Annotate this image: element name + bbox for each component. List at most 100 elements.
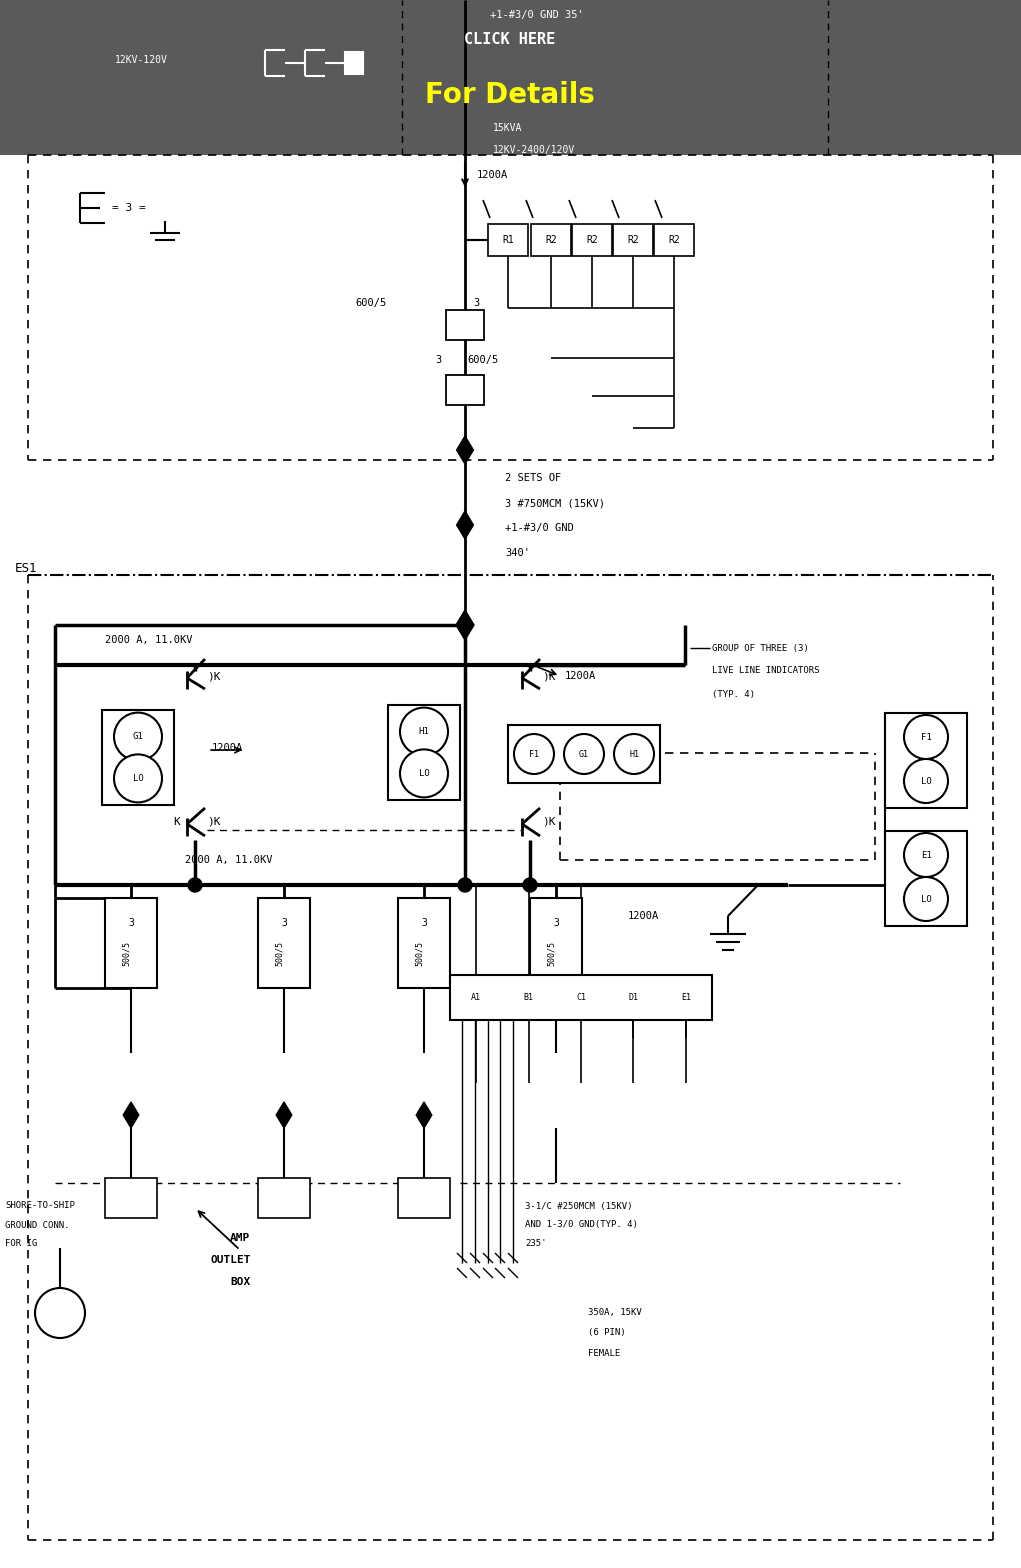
Circle shape: [614, 734, 654, 775]
Text: 15KVA: 15KVA: [493, 122, 523, 133]
Bar: [398, 1178, 450, 1218]
Text: CLICK HERE: CLICK HERE: [465, 33, 555, 47]
Text: H1: H1: [419, 728, 430, 735]
Text: +1-#3/0 GND: +1-#3/0 GND: [505, 524, 574, 533]
Text: G1: G1: [579, 750, 589, 759]
Text: 3: 3: [421, 919, 427, 928]
Bar: [446, 310, 484, 340]
Text: FOR IG: FOR IG: [5, 1239, 37, 1248]
Text: 3 #750MCM (15KV): 3 #750MCM (15KV): [505, 499, 605, 508]
Polygon shape: [456, 436, 474, 464]
Text: )K: )K: [207, 671, 221, 681]
Text: GROUND CONN.: GROUND CONN.: [5, 1220, 69, 1229]
Text: GROUP OF THREE (3): GROUP OF THREE (3): [712, 643, 809, 652]
Text: F1: F1: [529, 750, 539, 759]
Text: FEMALE: FEMALE: [588, 1348, 620, 1358]
Text: 350A, 15KV: 350A, 15KV: [588, 1309, 642, 1317]
Circle shape: [400, 750, 448, 798]
Text: 1200A: 1200A: [212, 743, 243, 753]
Circle shape: [904, 877, 949, 920]
Text: 235': 235': [525, 1239, 546, 1248]
Text: D1: D1: [628, 993, 638, 1002]
Text: 500/5: 500/5: [546, 941, 555, 966]
Circle shape: [904, 715, 949, 759]
Text: (6 PIN): (6 PIN): [588, 1328, 626, 1338]
Text: LIVE LINE INDICATORS: LIVE LINE INDICATORS: [712, 666, 820, 676]
Text: AMP: AMP: [230, 1232, 250, 1243]
Bar: [488, 224, 528, 256]
Polygon shape: [124, 1102, 139, 1127]
Text: 3: 3: [435, 354, 441, 365]
Text: 500/5: 500/5: [415, 941, 424, 966]
Text: 2000 A, 11.0KV: 2000 A, 11.0KV: [185, 855, 273, 866]
Bar: [613, 224, 653, 256]
Circle shape: [458, 878, 472, 892]
Text: 600/5: 600/5: [355, 298, 386, 307]
Circle shape: [564, 734, 604, 775]
Text: 1200A: 1200A: [565, 671, 596, 681]
Text: F1: F1: [921, 732, 931, 742]
Text: R2: R2: [545, 235, 556, 245]
Text: 500/5: 500/5: [121, 941, 131, 966]
Text: B1: B1: [524, 993, 534, 1002]
Text: 3: 3: [128, 919, 134, 928]
Bar: [446, 375, 484, 405]
Circle shape: [188, 878, 202, 892]
Bar: [885, 831, 967, 927]
Bar: [572, 224, 612, 256]
Bar: [0, 0, 1021, 155]
Bar: [105, 1178, 157, 1218]
Text: LO: LO: [921, 894, 931, 903]
Bar: [258, 1178, 310, 1218]
Bar: [102, 710, 174, 804]
Text: 3: 3: [281, 919, 287, 928]
Bar: [105, 898, 157, 988]
Text: 3-1/C #250MCM (15KV): 3-1/C #250MCM (15KV): [525, 1201, 632, 1210]
Bar: [654, 224, 694, 256]
Text: 1200A: 1200A: [628, 911, 660, 920]
Circle shape: [904, 759, 949, 803]
Circle shape: [400, 707, 448, 756]
Bar: [531, 224, 571, 256]
Text: 340': 340': [505, 547, 530, 558]
Text: 2 SETS OF: 2 SETS OF: [505, 474, 562, 483]
Text: LO: LO: [419, 768, 430, 778]
Text: ES1: ES1: [15, 561, 38, 574]
Text: )K: )K: [542, 671, 555, 681]
Text: LO: LO: [921, 776, 931, 786]
Text: SHORE-TO-SHIP: SHORE-TO-SHIP: [5, 1201, 75, 1210]
Bar: [530, 898, 582, 988]
Polygon shape: [456, 610, 474, 640]
Polygon shape: [277, 1102, 292, 1127]
Bar: [508, 724, 660, 782]
Text: R2: R2: [627, 235, 639, 245]
Text: E1: E1: [681, 993, 691, 1002]
Circle shape: [523, 878, 537, 892]
Text: 1200A: 1200A: [477, 169, 508, 180]
Text: For Details: For Details: [425, 82, 595, 110]
Bar: [345, 52, 363, 74]
Polygon shape: [456, 511, 474, 539]
Polygon shape: [417, 1102, 432, 1127]
Text: 600/5: 600/5: [467, 354, 498, 365]
Circle shape: [904, 833, 949, 877]
Bar: [450, 975, 712, 1021]
Bar: [885, 713, 967, 808]
Text: A1: A1: [472, 993, 481, 1002]
Text: AND 1-3/0 GND(TYP. 4): AND 1-3/0 GND(TYP. 4): [525, 1220, 638, 1229]
Text: 12KV-120V: 12KV-120V: [115, 55, 167, 64]
Text: BOX: BOX: [230, 1276, 250, 1287]
Bar: [258, 898, 310, 988]
Text: 500/5: 500/5: [275, 941, 284, 966]
Text: K: K: [173, 817, 180, 826]
Circle shape: [35, 1287, 85, 1338]
Text: = 3 =: = 3 =: [112, 202, 146, 213]
Circle shape: [114, 754, 162, 803]
Text: G1: G1: [133, 732, 143, 742]
Bar: [398, 898, 450, 988]
Text: H1: H1: [629, 750, 639, 759]
Circle shape: [114, 712, 162, 760]
Bar: [388, 706, 460, 800]
Circle shape: [514, 734, 554, 775]
Text: 12KV-2400/120V: 12KV-2400/120V: [493, 144, 575, 155]
